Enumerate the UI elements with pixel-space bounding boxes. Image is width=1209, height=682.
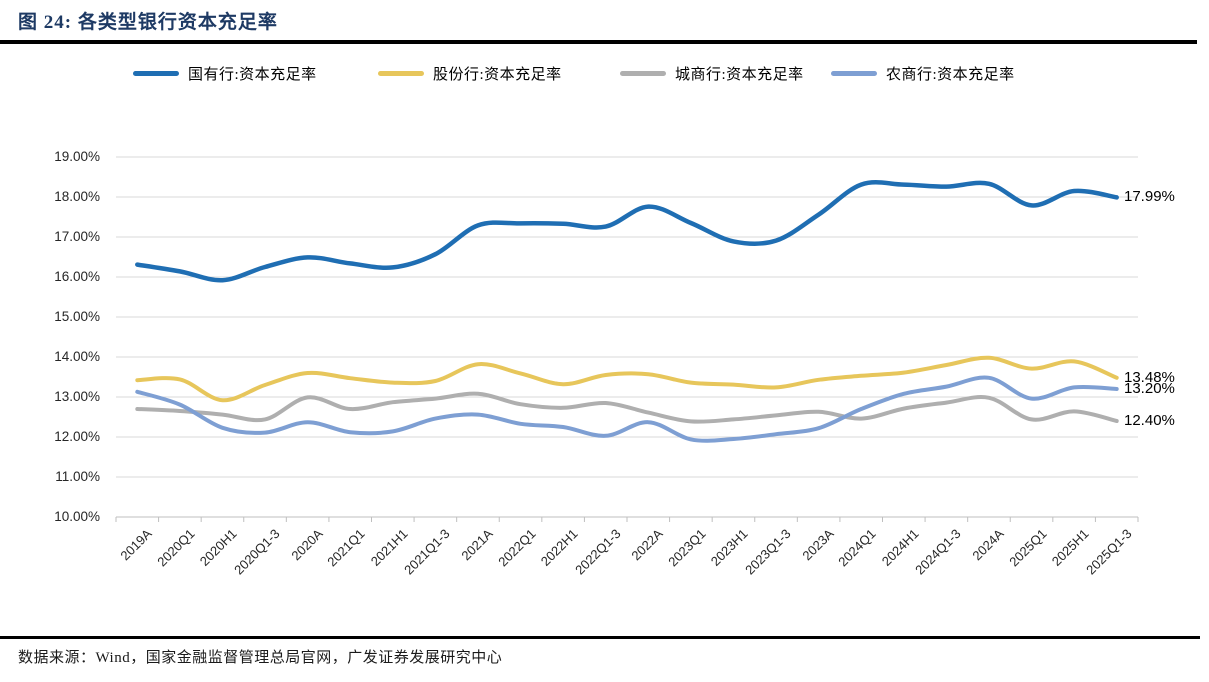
title-divider [0,40,1197,44]
legend-label: 股份行:资本充足率 [433,66,562,83]
series-end-label-3: 13.20% [1124,380,1175,397]
y-tick-label: 19.00% [54,149,100,164]
y-tick-label: 10.00% [54,509,100,524]
series-end-label-1: 13.48% [1124,368,1175,386]
series-line-3 [135,375,1119,443]
legend-label: 农商行:资本充足率 [886,66,1015,83]
chart-legend: 国有行:资本充足率 股份行:资本充足率 城商行:资本充足率 农商行:资本充足率 [0,64,1209,84]
y-tick-label: 14.00% [54,349,100,364]
footer-divider [0,636,1200,639]
line-marker-icon [831,70,877,76]
legend-item-city-commercial: 城商行:资本充足率 [620,64,804,83]
y-tick-label: 13.00% [54,389,100,404]
series-line-1 [135,355,1119,403]
legend-label: 国有行:资本充足率 [188,66,317,83]
line-marker-icon [378,70,424,76]
y-tick-label: 12.00% [54,429,100,444]
line-marker-icon [620,70,666,76]
y-tick-label: 15.00% [54,309,100,324]
legend-item-state-owned: 国有行:资本充足率 [133,64,317,83]
legend-item-joint-stock: 股份行:资本充足率 [378,64,562,83]
series-end-label-2: 12.40% [1124,412,1175,429]
line-marker-icon [133,70,179,76]
legend-label: 城商行:资本充足率 [675,66,804,83]
source-text: 数据来源：Wind，国家金融监督管理总局官网，广发证券发展研究中心 [18,650,503,666]
y-tick-label: 16.00% [54,269,100,284]
legend-item-rural-commercial: 农商行:资本充足率 [831,64,1015,83]
series-end-label-0: 17.99% [1124,188,1175,206]
y-tick-label: 17.00% [54,229,100,244]
y-tick-label: 18.00% [54,189,100,204]
y-tick-label: 11.00% [55,469,100,484]
page-title: 图 24: 各类型银行资本充足率 [18,12,278,33]
series-line-0 [135,180,1119,283]
series-line-2 [135,391,1119,424]
